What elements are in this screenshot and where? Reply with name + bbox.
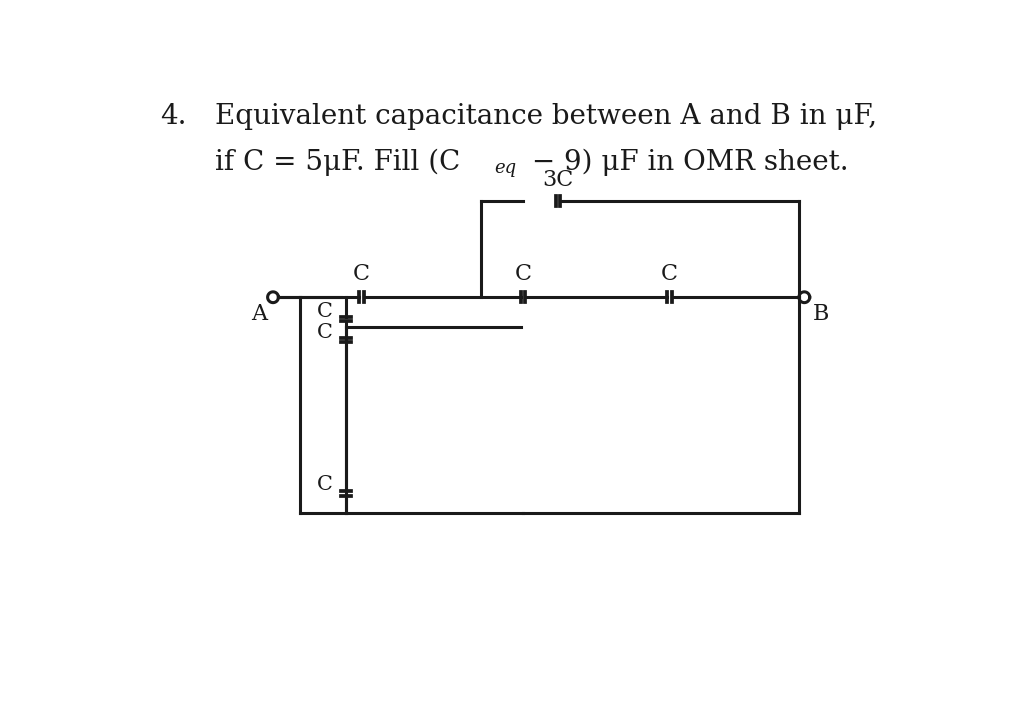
- Text: if C = 5μF. Fill (C: if C = 5μF. Fill (C: [215, 149, 461, 176]
- Text: − 9) μF in OMR sheet.: − 9) μF in OMR sheet.: [523, 149, 849, 176]
- Text: 3C: 3C: [543, 169, 573, 191]
- Text: 4.: 4.: [160, 103, 186, 130]
- Text: A: A: [251, 303, 267, 325]
- Text: Equivalent capacitance between A and B in μF,: Equivalent capacitance between A and B i…: [215, 103, 878, 130]
- Text: C: C: [316, 323, 333, 342]
- Text: C: C: [662, 263, 678, 285]
- Text: C: C: [515, 263, 531, 285]
- Text: C: C: [316, 301, 333, 321]
- Text: C: C: [353, 263, 370, 285]
- Text: C: C: [316, 475, 333, 494]
- Text: B: B: [813, 303, 829, 325]
- Text: eq: eq: [494, 159, 516, 177]
